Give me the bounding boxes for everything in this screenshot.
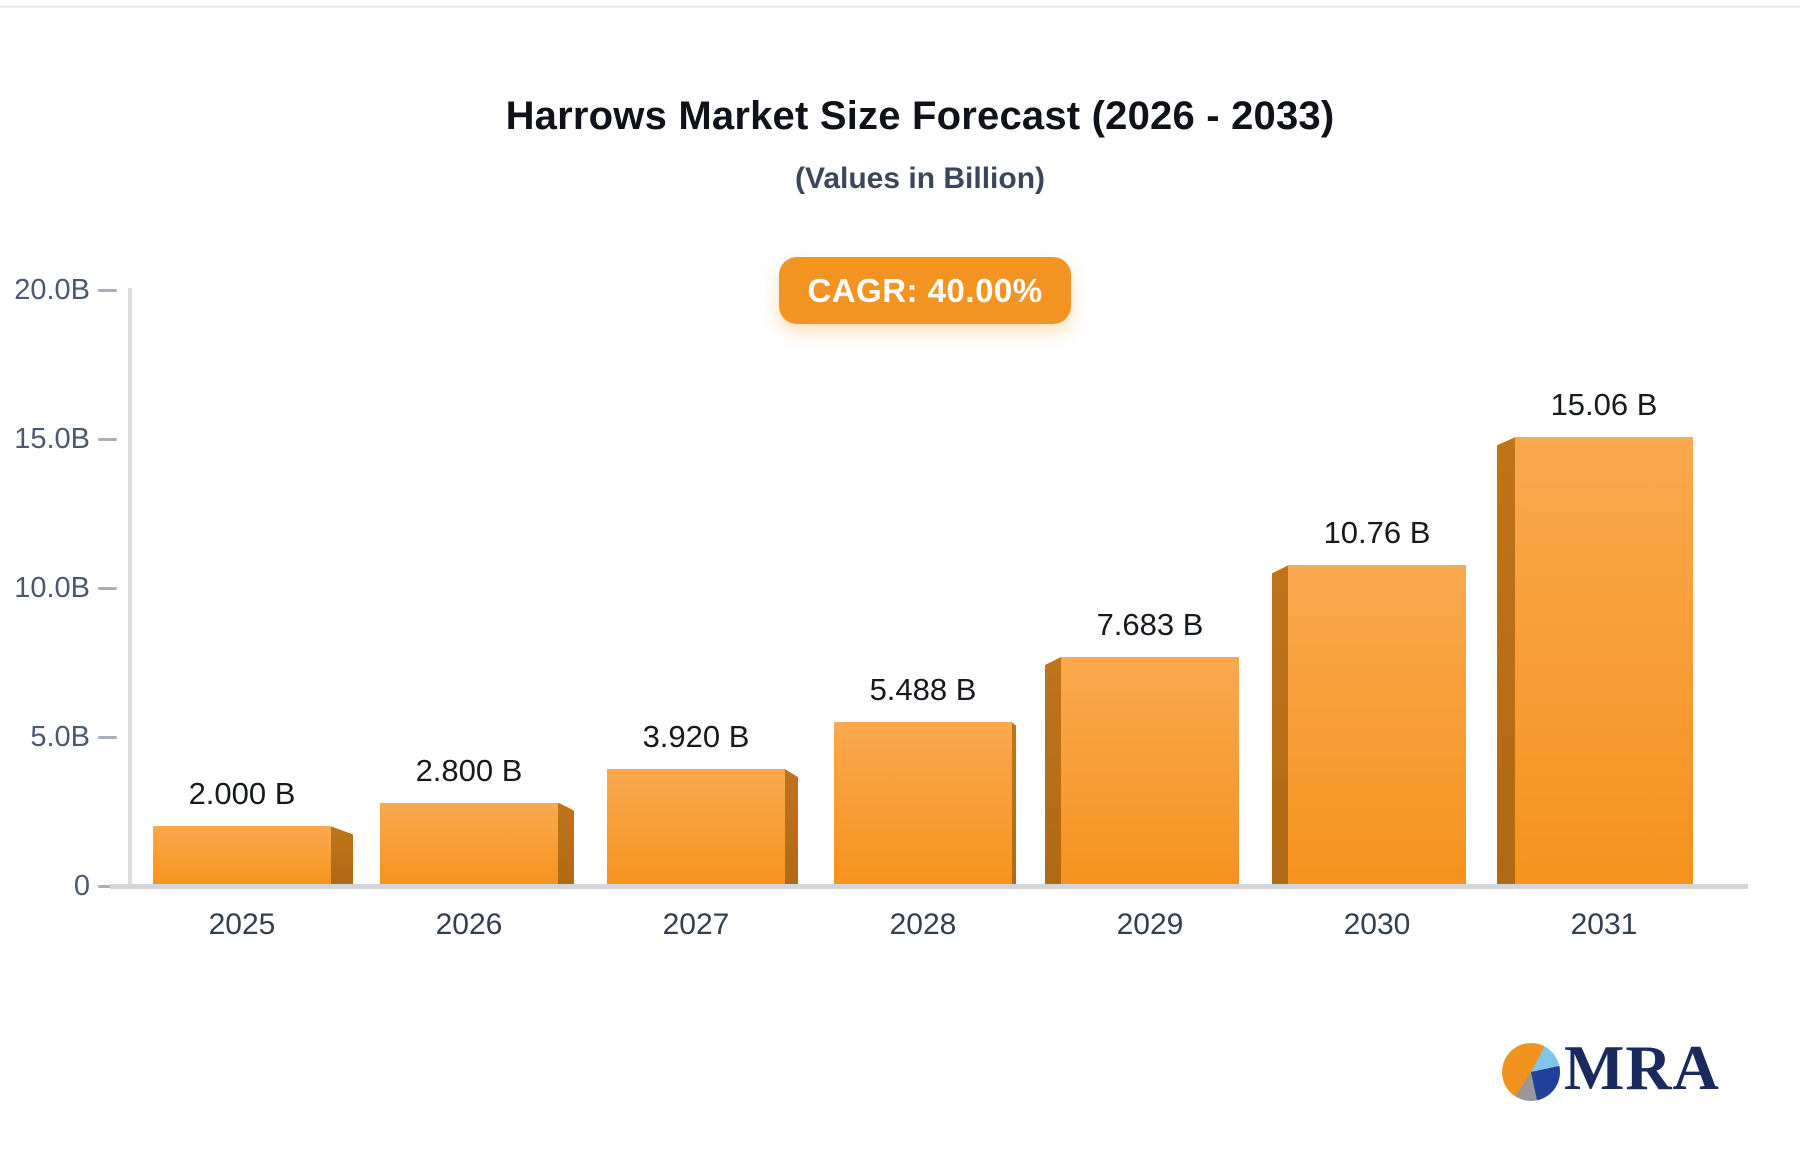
x-category-label: 2028 (889, 908, 957, 941)
bar-side-2031 (1497, 437, 1515, 886)
bar-side-2028 (1012, 722, 1016, 886)
bar-2030 (1288, 565, 1466, 886)
bar-2031 (1515, 437, 1693, 886)
y-tick-mark (98, 884, 117, 888)
bar-value-label: 3.920 B (642, 719, 750, 755)
logo-text: MRA (1564, 1032, 1720, 1103)
top-divider (0, 5, 1800, 8)
y-tick-label: 15.0B (14, 423, 90, 455)
bar-value-label: 2.800 B (415, 752, 523, 788)
x-category-label: 2027 (662, 908, 730, 941)
x-category-label: 2025 (208, 908, 276, 941)
x-category-label: 2030 (1343, 908, 1411, 941)
y-axis-line (128, 288, 132, 886)
y-tick-mark (98, 288, 117, 292)
x-category-label: 2029 (1116, 908, 1184, 941)
bar-2025 (153, 826, 331, 886)
y-tick-mark (98, 437, 117, 441)
x-category-label: 2026 (435, 908, 503, 941)
chart-subtitle: (Values in Billion) (794, 162, 1046, 195)
bar-side-2030 (1272, 565, 1288, 886)
bar-value-label: 10.76 B (1323, 515, 1431, 551)
y-tick-mark (98, 735, 117, 739)
bar-2029 (1061, 657, 1239, 886)
pie-chart-logo-icon (1502, 1043, 1560, 1101)
bar-value-label: 5.488 B (869, 672, 977, 708)
bar-value-label: 15.06 B (1550, 387, 1658, 423)
y-tick-label: 20.0B (14, 274, 90, 306)
x-category-label: 2031 (1570, 908, 1638, 941)
bar-side-2029 (1045, 657, 1061, 886)
bar-2028 (834, 722, 1012, 886)
y-tick-label: 5.0B (30, 721, 90, 753)
cagr-badge: CAGR: 40.00% (779, 257, 1071, 324)
bar-side-2027 (785, 769, 798, 886)
bar-2026 (380, 802, 558, 886)
y-tick-label: 0 (73, 870, 90, 902)
bar-2027 (607, 769, 785, 886)
bar-value-label: 2.000 B (188, 776, 296, 812)
bar-value-label: 7.683 B (1096, 607, 1204, 643)
bar-side-2025 (331, 826, 353, 886)
chart-title: Harrows Market Size Forecast (2026 - 203… (505, 94, 1335, 138)
y-tick-label: 10.0B (14, 572, 90, 604)
x-axis-line (110, 884, 1748, 889)
bar-side-2026 (558, 802, 574, 886)
y-tick-mark (98, 586, 117, 590)
brand-logo: MRA (1502, 1028, 1719, 1108)
